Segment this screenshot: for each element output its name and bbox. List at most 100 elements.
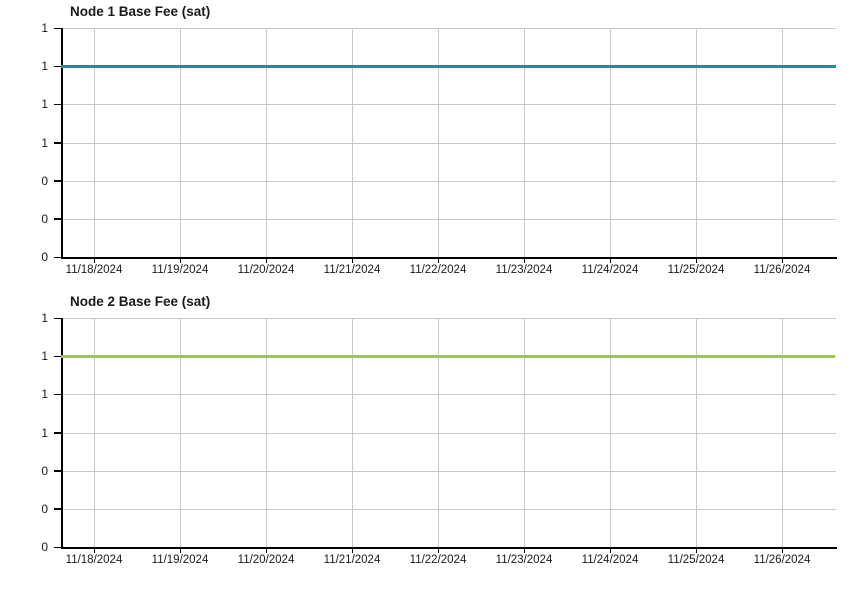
y-axis-label: 1: [41, 135, 48, 150]
x-axis-label: 11/21/2024: [323, 554, 381, 566]
x-axis-tick: [695, 547, 697, 553]
x-axis-label: 11/18/2024: [65, 554, 123, 566]
x-axis-label: 11/19/2024: [151, 554, 209, 566]
gridline-horizontal: [61, 218, 836, 220]
gridline-horizontal: [61, 142, 836, 144]
gridline-horizontal: [61, 508, 836, 510]
y-axis-tick: [54, 432, 61, 434]
y-axis-label: 0: [41, 173, 48, 188]
x-axis-label: 11/23/2024: [495, 264, 553, 276]
gridline-vertical: [94, 28, 95, 257]
y-axis-tick: [54, 317, 61, 319]
series-line-node-2: [61, 354, 835, 358]
y-axis-label: 0: [41, 540, 48, 554]
y-axis-label: 0: [41, 501, 48, 516]
x-axis-label: 11/25/2024: [667, 554, 725, 566]
x-axis-tick: [523, 547, 525, 553]
y-axis-tick: [54, 142, 61, 144]
gridline-vertical: [696, 318, 697, 547]
gridline-vertical: [352, 28, 353, 257]
chart-panel-node-2: Node 2 Base Fee (sat) 1 1 1 1 0 0 0 11/18/2024 1…: [0, 290, 860, 580]
x-axis-tick: [437, 257, 439, 263]
y-axis-line: [61, 318, 63, 548]
gridline-vertical: [782, 28, 783, 257]
x-axis-label: 11/26/2024: [753, 554, 811, 566]
gridline-horizontal: [61, 432, 836, 434]
gridline-vertical: [94, 318, 95, 547]
x-axis-tick: [609, 257, 611, 263]
y-axis-label: 1: [41, 21, 48, 35]
gridline-vertical: [266, 28, 267, 257]
x-axis-tick: [437, 547, 439, 553]
gridline-vertical: [782, 318, 783, 547]
y-axis-tick: [54, 355, 61, 358]
y-axis-label: 1: [41, 349, 48, 364]
x-axis-label: 11/21/2024: [323, 264, 381, 276]
x-axis-line: [61, 257, 837, 259]
y-axis-label: 1: [41, 311, 48, 325]
gridline-horizontal: [61, 104, 836, 106]
x-axis-label: 11/25/2024: [667, 264, 725, 276]
gridline-horizontal: [61, 28, 836, 29]
x-axis-tick: [351, 257, 353, 263]
y-axis-tick: [54, 218, 61, 220]
y-axis-label: 1: [41, 425, 48, 440]
gridline-vertical: [352, 318, 353, 547]
x-axis-label: 11/24/2024: [581, 264, 639, 276]
chart-title-node-1: Node 1 Base Fee (sat): [70, 4, 211, 19]
y-axis-label: 0: [41, 211, 48, 226]
y-axis-tick: [54, 27, 61, 29]
y-axis-label: 1: [41, 97, 48, 112]
x-axis-tick: [265, 257, 267, 263]
gridline-vertical: [524, 28, 525, 257]
gridline-horizontal: [61, 470, 836, 472]
y-axis-line: [61, 28, 63, 258]
y-axis-tick: [54, 546, 61, 548]
gridline-vertical: [438, 318, 439, 547]
x-axis-label: 11/22/2024: [409, 264, 467, 276]
chart-title-node-2: Node 2 Base Fee (sat): [70, 294, 211, 309]
x-axis-label: 11/20/2024: [237, 264, 295, 276]
x-axis-line: [61, 547, 837, 549]
y-axis-tick: [54, 103, 61, 106]
gridline-vertical: [180, 318, 181, 547]
y-axis-tick: [54, 470, 61, 472]
y-axis-tick: [54, 393, 61, 396]
gridline-horizontal: [61, 318, 836, 319]
y-axis-tick: [54, 65, 61, 68]
x-axis-label: 11/20/2024: [237, 554, 295, 566]
x-axis-tick: [265, 547, 267, 553]
gridline-vertical: [266, 318, 267, 547]
x-axis-label: 11/22/2024: [409, 554, 467, 566]
gridline-vertical: [524, 318, 525, 547]
gridline-vertical: [610, 28, 611, 257]
y-axis-label: 0: [41, 463, 48, 478]
x-axis-tick: [351, 547, 353, 553]
gridline-horizontal: [61, 394, 836, 396]
y-axis-label: 1: [41, 387, 48, 402]
gridline-horizontal: [61, 180, 836, 182]
y-axis-label: 0: [41, 250, 48, 264]
x-axis-tick: [93, 257, 95, 263]
x-axis-label: 11/19/2024: [151, 264, 209, 276]
y-axis-tick: [54, 180, 61, 182]
chart-panel-node-1: Node 1 Base Fee (sat) 1 1 1 1 0 0 0 11/18/2024 1…: [0, 0, 860, 290]
x-axis-tick: [179, 257, 181, 263]
x-axis-tick: [695, 257, 697, 263]
x-axis-label: 11/18/2024: [65, 264, 123, 276]
gridline-vertical: [438, 28, 439, 257]
x-axis-label: 11/24/2024: [581, 554, 639, 566]
x-axis-tick: [523, 257, 525, 263]
series-line-node-1: [61, 64, 836, 68]
x-axis-tick: [781, 257, 783, 263]
y-axis-tick: [54, 508, 61, 510]
y-axis-tick: [54, 256, 61, 258]
gridline-vertical: [696, 28, 697, 257]
x-axis-tick: [93, 547, 95, 553]
x-axis-label: 11/23/2024: [495, 554, 553, 566]
gridline-vertical: [610, 318, 611, 547]
gridline-vertical: [180, 28, 181, 257]
y-axis-label: 1: [41, 59, 48, 74]
x-axis-label: 11/26/2024: [753, 264, 811, 276]
